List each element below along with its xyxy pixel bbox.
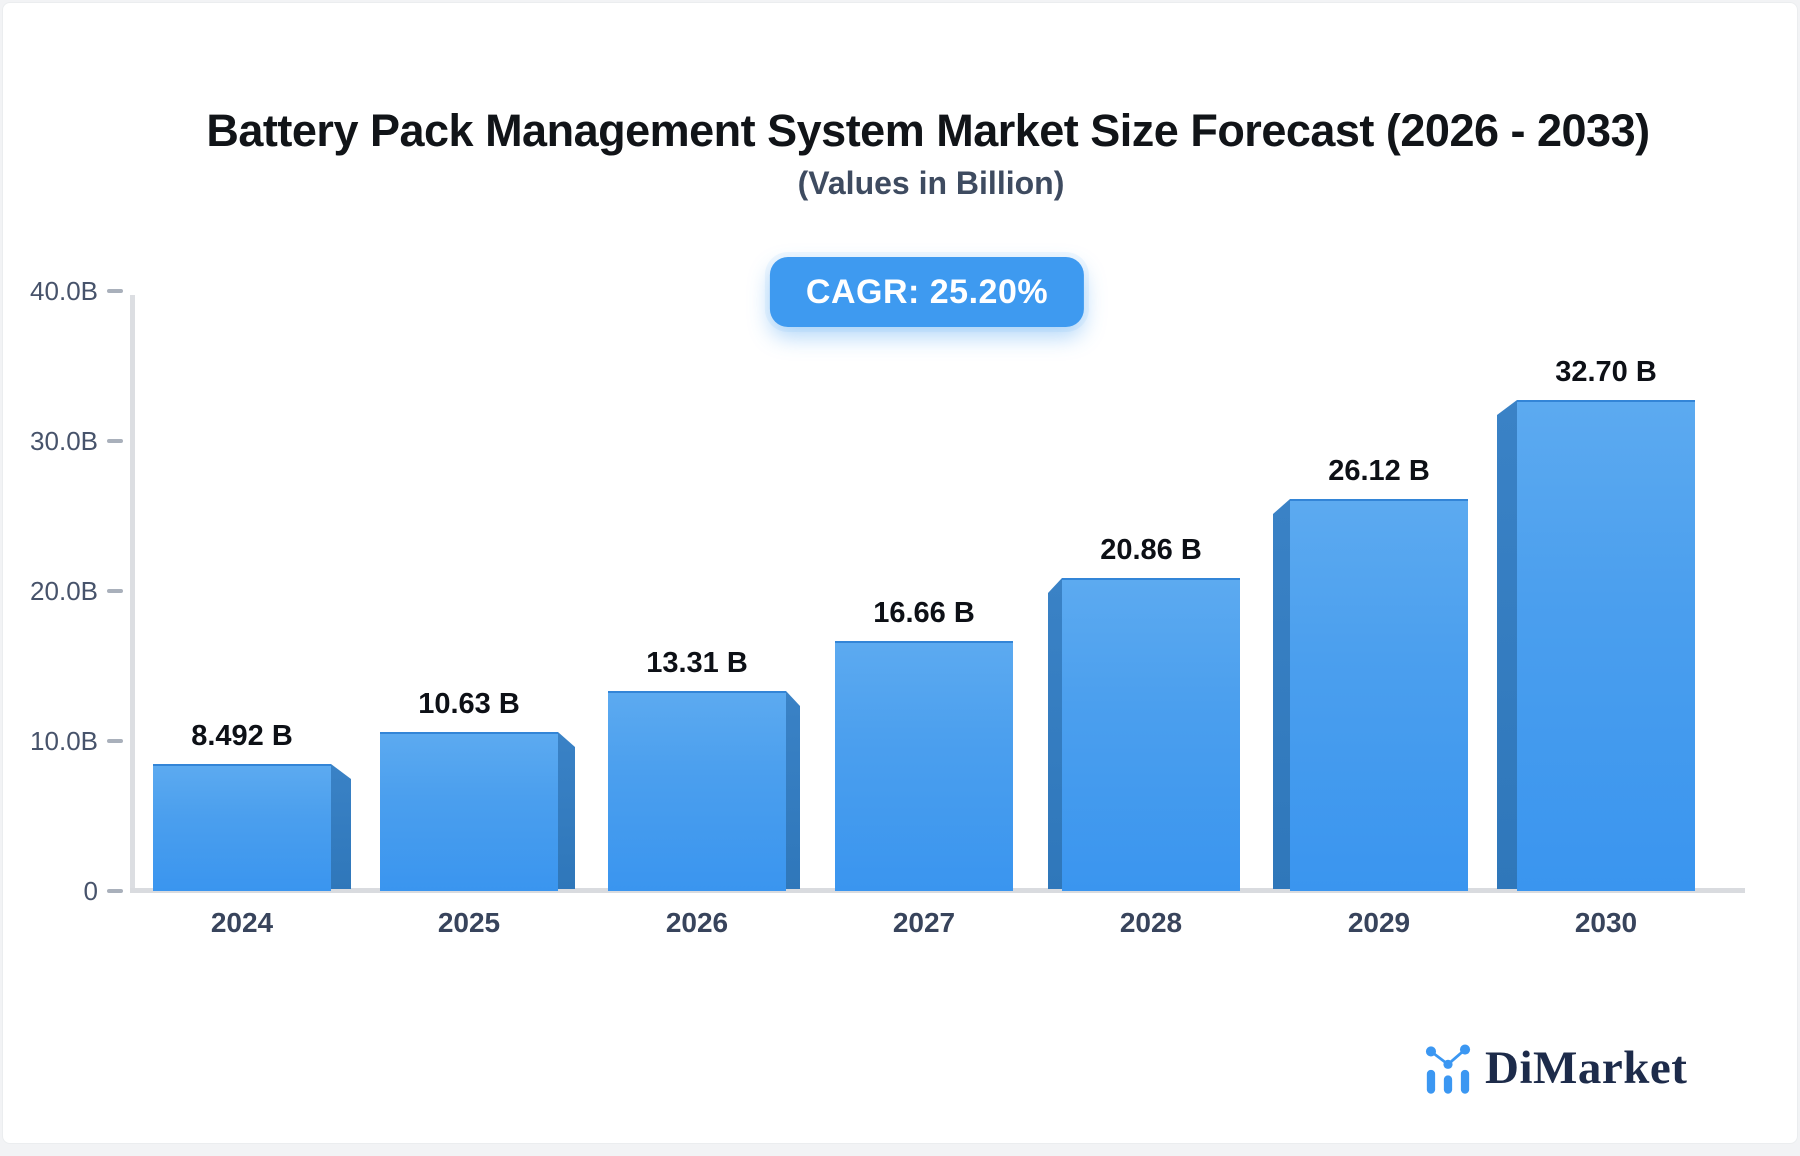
bar-2025 [380, 732, 558, 891]
bar-side [786, 691, 800, 889]
y-tick [107, 889, 123, 893]
bar-value-label: 26.12 B [1328, 455, 1430, 487]
bar-value-label: 10.63 B [418, 688, 520, 720]
x-tick-label: 2025 [437, 907, 501, 938]
bar-2024 [153, 764, 331, 891]
bar-value-label: 8.492 B [191, 720, 293, 752]
y-tick-label: 40.0B [30, 276, 98, 306]
bar-value-label: 16.66 B [873, 597, 975, 629]
y-tick [107, 739, 123, 743]
bar-side [1497, 400, 1517, 889]
bar-2030 [1517, 400, 1695, 891]
bar-2029 [1290, 499, 1468, 891]
bar-value-label: 20.86 B [1100, 534, 1202, 566]
y-tick-label: 0 [83, 876, 98, 906]
logo-text: DiMarket [1485, 1042, 1688, 1094]
y-tick-label: 30.0B [30, 426, 98, 456]
bar-value-label: 13.31 B [646, 647, 748, 679]
bar-side [1273, 499, 1290, 889]
x-tick-label: 2026 [665, 907, 729, 938]
dimarket-logo: DiMarket [1425, 1041, 1687, 1095]
bar-side [1048, 578, 1062, 889]
x-tick-label: 2029 [1347, 907, 1411, 938]
bar-side [331, 764, 351, 889]
x-tick-label: 2024 [210, 907, 274, 938]
y-tick [107, 589, 123, 593]
cagr-badge: CAGR: 25.20% [769, 257, 1085, 327]
chart-subtitle: (Values in Billion) [797, 165, 1065, 201]
bar-2026 [608, 691, 786, 891]
bar-chart-plot: 0 10.0B 20.0B 30.0B 40.0B 8.492 B 2024 10.63 B 2… [3, 3, 1797, 1143]
y-tick-label: 20.0B [30, 576, 98, 606]
bar-side [558, 732, 575, 889]
bar-value-label: 32.70 B [1555, 356, 1657, 388]
bar-2028 [1062, 578, 1240, 891]
bar-2027 [835, 641, 1013, 891]
chart-title: Battery Pack Management System Market Si… [206, 105, 1650, 156]
y-tick [107, 289, 123, 293]
y-tick-label: 10.0B [30, 726, 98, 756]
y-tick [107, 439, 123, 443]
x-tick-label: 2028 [1119, 907, 1183, 938]
x-tick-label: 2027 [892, 907, 956, 938]
bar-trend-icon [1425, 1044, 1471, 1094]
x-tick-label: 2030 [1574, 907, 1638, 938]
y-axis-line [130, 295, 135, 893]
